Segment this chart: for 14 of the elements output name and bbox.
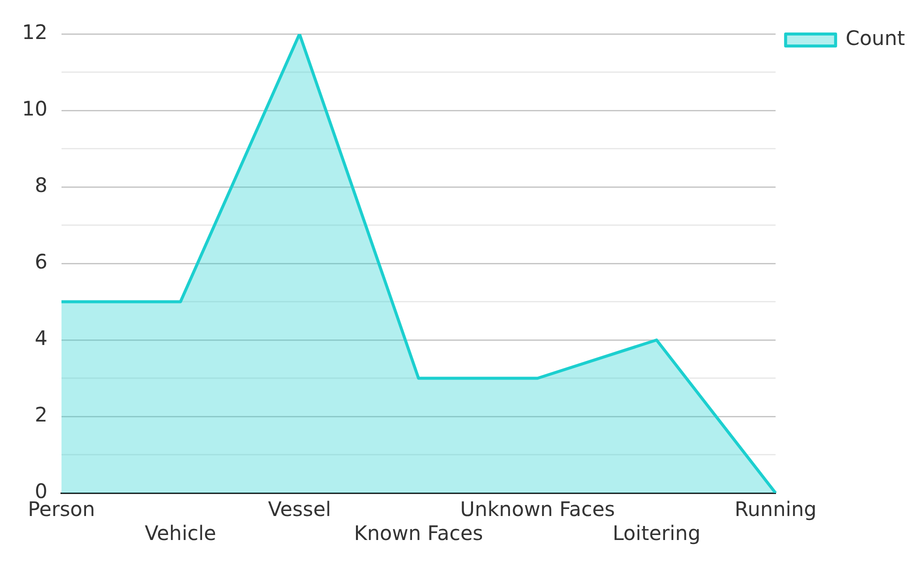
x-tick-label: Unknown Faces: [460, 497, 615, 522]
y-tick-label: 10: [22, 96, 48, 121]
x-tick-label: Running: [734, 497, 817, 522]
y-tick-label: 12: [22, 20, 48, 44]
x-tick-label: Vessel: [268, 497, 332, 522]
y-tick-label: 2: [34, 402, 48, 427]
legend-label: Count: [846, 26, 906, 50]
y-tick-label: 4: [34, 326, 48, 350]
y-tick-label: 6: [34, 250, 48, 274]
x-tick-label: Known Faces: [354, 521, 484, 546]
x-tick-label: Vehicle: [144, 521, 216, 546]
y-tick-label: 8: [34, 173, 48, 198]
x-tick-label: Person: [28, 497, 96, 522]
x-tick-label: Loitering: [612, 521, 701, 546]
